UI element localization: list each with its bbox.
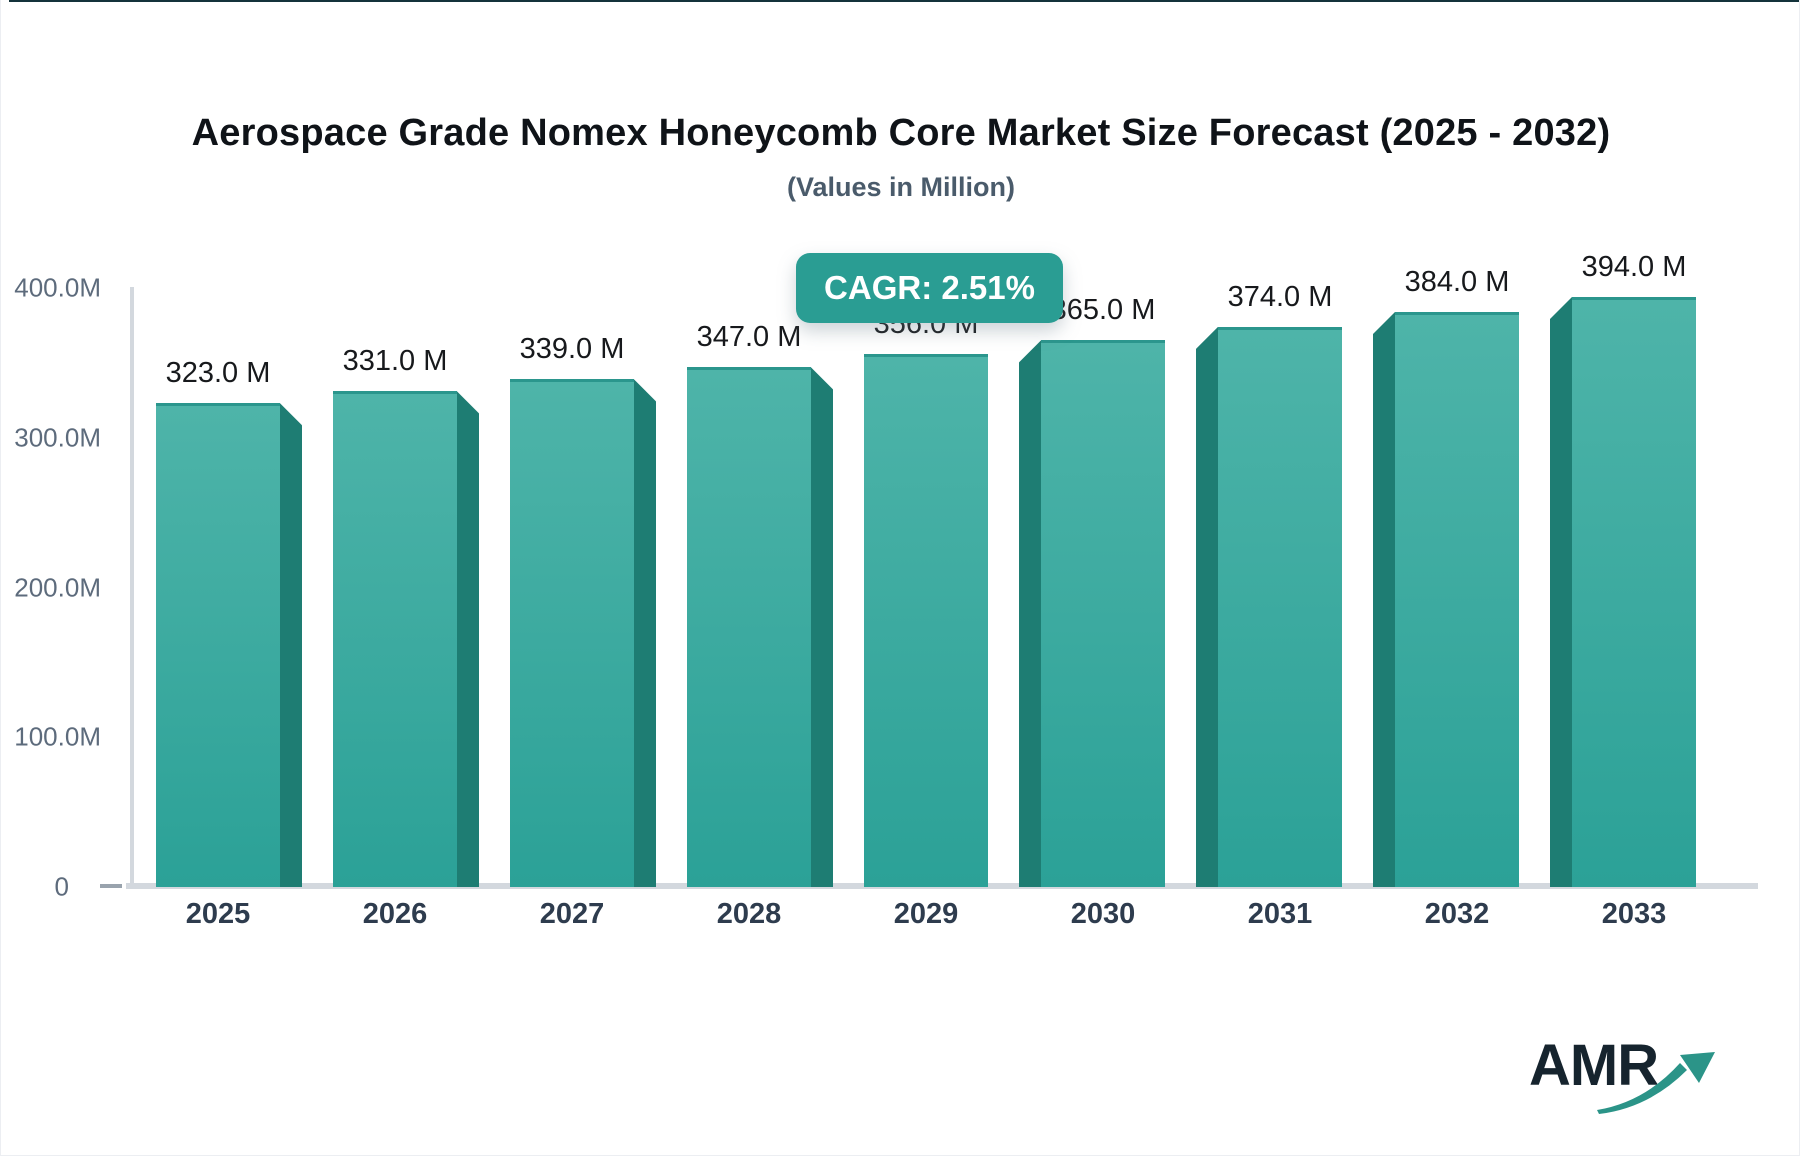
- bar-value-label: 339.0 M: [519, 333, 625, 366]
- x-axis-tick-label: 2026: [362, 898, 428, 930]
- bar-2025: [156, 403, 280, 887]
- cagr-badge: CAGR: 2.51%: [796, 253, 1063, 323]
- x-axis-tick-label: 2025: [185, 898, 251, 930]
- x-axis-tick-label: 2032: [1424, 898, 1490, 930]
- bar-2029: [864, 353, 988, 887]
- bar-3d-side: [1373, 311, 1395, 887]
- bar-2027: [510, 379, 634, 887]
- y-axis-tick-label: 0: [54, 871, 69, 902]
- chart-title: Aerospace Grade Nomex Honeycomb Core Mar…: [191, 112, 1611, 154]
- bar-2031: [1218, 326, 1342, 887]
- window-top-edge: [9, 0, 1799, 2]
- amr-logo: AMR: [1529, 1032, 1729, 1122]
- y-axis-tick-label: 300.0M: [14, 422, 101, 453]
- zero-tick-mark: [100, 884, 122, 888]
- bar-3d-side: [1019, 340, 1041, 887]
- bar-value-label: 394.0 M: [1581, 250, 1687, 283]
- cagr-badge-label: CAGR: 2.51%: [824, 269, 1035, 306]
- bar-3d-side: [280, 403, 302, 887]
- x-axis-tick-label: 2027: [539, 898, 605, 930]
- bar-3d-side: [1196, 326, 1218, 887]
- x-axis-tick-label: 2030: [1070, 898, 1136, 930]
- bar-2026: [333, 391, 457, 887]
- amr-logo-text: AMR: [1529, 1033, 1659, 1098]
- bar-value-label: 331.0 M: [342, 345, 448, 378]
- bar-3d-side: [1550, 296, 1572, 887]
- bar-2030: [1041, 340, 1165, 887]
- y-axis-line: [130, 287, 134, 886]
- bar-value-label: 365.0 M: [1050, 294, 1156, 327]
- growth-arrow-icon: [1597, 1052, 1715, 1114]
- bar-value-label: 323.0 M: [165, 357, 271, 390]
- bar-3d-side: [634, 379, 656, 887]
- bar-2028: [687, 367, 811, 887]
- bar-3d-side: [457, 391, 479, 887]
- bar-value-label: 347.0 M: [696, 321, 802, 354]
- x-axis-tick-label: 2033: [1601, 898, 1667, 930]
- chart-subtitle: (Values in Million): [786, 172, 1016, 202]
- bar-2032: [1395, 311, 1519, 887]
- x-axis-tick-label: 2029: [893, 898, 959, 930]
- bar-3d-side: [811, 367, 833, 887]
- bar-2033: [1572, 296, 1696, 887]
- x-axis-tick-label: 2031: [1247, 898, 1313, 930]
- y-axis-tick-label: 400.0M: [14, 272, 101, 303]
- x-axis-tick-label: 2028: [716, 898, 782, 930]
- y-axis-tick-label: 200.0M: [14, 572, 101, 602]
- y-axis-tick-label: 100.0M: [14, 721, 101, 752]
- bar-value-label: 374.0 M: [1227, 280, 1333, 313]
- bar-value-label: 384.0 M: [1404, 265, 1510, 298]
